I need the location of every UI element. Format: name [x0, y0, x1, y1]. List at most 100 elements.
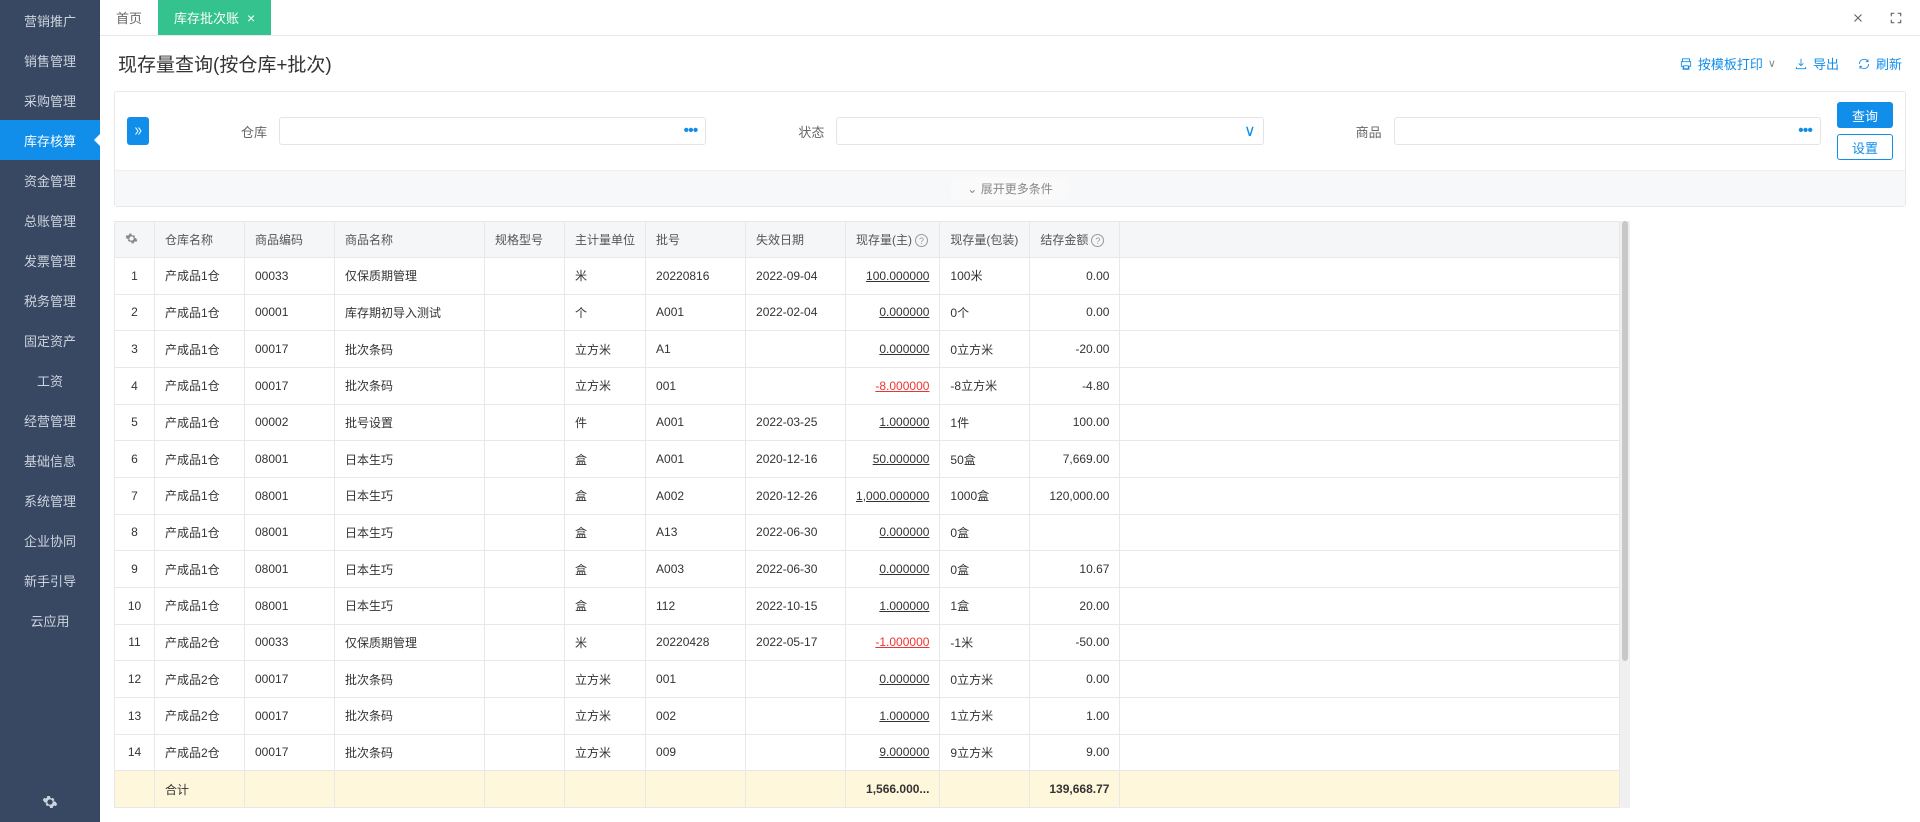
sidebar-item[interactable]: 工资 — [0, 360, 100, 400]
cell-amt: 0.00 — [1030, 258, 1120, 295]
print-button[interactable]: 按模板打印 ∨ — [1679, 54, 1776, 73]
table-row[interactable]: 2产成品1仓00001库存期初导入测试个A0012022-02-040.0000… — [115, 294, 1620, 331]
col-pkg[interactable]: 现存量(包装) — [940, 222, 1030, 258]
cell-spec — [485, 734, 565, 771]
cell-qty[interactable]: 0.000000 — [846, 514, 940, 551]
cell-qty[interactable]: 1.000000 — [846, 697, 940, 734]
cell-qty[interactable]: 1,000.000000 — [846, 477, 940, 514]
col-code[interactable]: 商品编码 — [245, 222, 335, 258]
cell-expire: 2020-12-26 — [746, 477, 846, 514]
collapse-toggle[interactable] — [127, 117, 149, 145]
cell-code: 00033 — [245, 258, 335, 295]
cell-name: 仅保质期管理 — [335, 258, 485, 295]
expand-more-button[interactable]: ⌄ 展开更多条件 — [115, 170, 1905, 206]
table-row[interactable]: 6产成品1仓08001日本生巧盒A0012020-12-1650.0000005… — [115, 441, 1620, 478]
warehouse-input[interactable]: ••• — [279, 117, 706, 145]
cell-pkg: 1盒 — [940, 587, 1030, 624]
table-row[interactable]: 8产成品1仓08001日本生巧盒A132022-06-300.0000000盒 — [115, 514, 1620, 551]
sidebar-item[interactable]: 新手引导 — [0, 560, 100, 600]
cell-qty[interactable]: 1.000000 — [846, 587, 940, 624]
product-input[interactable]: ••• — [1394, 117, 1821, 145]
cell-code: 00002 — [245, 404, 335, 441]
help-icon[interactable]: ? — [1091, 234, 1104, 247]
cell-code: 00017 — [245, 734, 335, 771]
table-row[interactable]: 1产成品1仓00033仅保质期管理米202208162022-09-04100.… — [115, 258, 1620, 295]
sidebar-item[interactable]: 采购管理 — [0, 80, 100, 120]
sidebar-item[interactable]: 固定资产 — [0, 320, 100, 360]
cell-unit: 立方米 — [565, 331, 646, 368]
cell-name: 日本生巧 — [335, 441, 485, 478]
cell-warehouse: 产成品1仓 — [155, 514, 245, 551]
vertical-scrollbar[interactable] — [1620, 221, 1630, 808]
cell-pkg: 50盒 — [940, 441, 1030, 478]
table-row[interactable]: 12产成品2仓00017批次条码立方米0010.0000000立方米0.00 — [115, 661, 1620, 698]
cell-batch: A002 — [646, 477, 746, 514]
ellipsis-icon: ••• — [684, 122, 698, 140]
cell-qty[interactable]: -8.000000 — [846, 367, 940, 404]
sidebar-item[interactable]: 总账管理 — [0, 200, 100, 240]
cell-warehouse: 产成品1仓 — [155, 551, 245, 588]
sidebar-item[interactable]: 发票管理 — [0, 240, 100, 280]
col-qty[interactable]: 现存量(主)? — [846, 222, 940, 258]
col-expire[interactable]: 失效日期 — [746, 222, 846, 258]
sidebar-item[interactable]: 企业协同 — [0, 520, 100, 560]
sidebar-item[interactable]: 库存核算 — [0, 120, 100, 160]
col-unit[interactable]: 主计量单位 — [565, 222, 646, 258]
cell-qty[interactable]: 0.000000 — [846, 294, 940, 331]
cell-spec — [485, 331, 565, 368]
cell-qty[interactable]: 0.000000 — [846, 331, 940, 368]
row-index: 13 — [115, 697, 155, 734]
tab-home[interactable]: 首页 — [100, 0, 158, 35]
table-row[interactable]: 5产成品1仓00002批号设置件A0012022-03-251.0000001件… — [115, 404, 1620, 441]
cell-warehouse: 产成品1仓 — [155, 258, 245, 295]
table-row[interactable]: 9产成品1仓08001日本生巧盒A0032022-06-300.0000000盒… — [115, 551, 1620, 588]
table-row[interactable]: 13产成品2仓00017批次条码立方米0021.0000001立方米1.00 — [115, 697, 1620, 734]
table-row[interactable]: 7产成品1仓08001日本生巧盒A0022020-12-261,000.0000… — [115, 477, 1620, 514]
cell-spec — [485, 514, 565, 551]
col-amt[interactable]: 结存金额? — [1030, 222, 1120, 258]
cell-qty[interactable]: 0.000000 — [846, 661, 940, 698]
table-row[interactable]: 4产成品1仓00017批次条码立方米001-8.000000-8立方米-4.80 — [115, 367, 1620, 404]
cell-qty[interactable]: 100.000000 — [846, 258, 940, 295]
sidebar-item[interactable]: 基础信息 — [0, 440, 100, 480]
table-row[interactable]: 3产成品1仓00017批次条码立方米A10.0000000立方米-20.00 — [115, 331, 1620, 368]
sidebar-item[interactable]: 云应用 — [0, 600, 100, 640]
fullscreen-button[interactable] — [1884, 6, 1908, 30]
tab-inventory-batch[interactable]: 库存批次账 × — [158, 0, 271, 35]
data-table: 仓库名称 商品编码 商品名称 规格型号 主计量单位 批号 失效日期 现存量(主)… — [114, 221, 1620, 808]
row-index: 4 — [115, 367, 155, 404]
cell-expire: 2022-05-17 — [746, 624, 846, 661]
col-batch[interactable]: 批号 — [646, 222, 746, 258]
table-row[interactable]: 14产成品2仓00017批次条码立方米0099.0000009立方米9.00 — [115, 734, 1620, 771]
cell-qty[interactable]: -1.000000 — [846, 624, 940, 661]
sidebar-item[interactable]: 系统管理 — [0, 480, 100, 520]
close-icon[interactable]: × — [247, 11, 255, 25]
col-name[interactable]: 商品名称 — [335, 222, 485, 258]
export-button[interactable]: 导出 — [1794, 54, 1839, 73]
table-row[interactable]: 11产成品2仓00033仅保质期管理米202204282022-05-17-1.… — [115, 624, 1620, 661]
status-input[interactable]: ∨ — [836, 117, 1263, 145]
sidebar-item[interactable]: 销售管理 — [0, 40, 100, 80]
sidebar-settings[interactable] — [0, 782, 100, 822]
col-warehouse[interactable]: 仓库名称 — [155, 222, 245, 258]
sidebar-item[interactable]: 营销推广 — [0, 0, 100, 40]
cell-code: 00017 — [245, 697, 335, 734]
cell-name: 批次条码 — [335, 367, 485, 404]
refresh-button[interactable]: 刷新 — [1857, 54, 1902, 73]
cell-qty[interactable]: 50.000000 — [846, 441, 940, 478]
table-row[interactable]: 10产成品1仓08001日本生巧盒1122022-10-151.0000001盒… — [115, 587, 1620, 624]
help-icon[interactable]: ? — [915, 234, 928, 247]
query-button[interactable]: 查询 — [1837, 102, 1893, 128]
settings-button[interactable]: 设置 — [1837, 134, 1893, 160]
sidebar-item[interactable]: 资金管理 — [0, 160, 100, 200]
cell-qty[interactable]: 1.000000 — [846, 404, 940, 441]
cell-qty[interactable]: 9.000000 — [846, 734, 940, 771]
sidebar-item[interactable]: 税务管理 — [0, 280, 100, 320]
chevron-down-icon: ∨ — [1244, 121, 1255, 141]
cell-qty[interactable]: 0.000000 — [846, 551, 940, 588]
col-spec[interactable]: 规格型号 — [485, 222, 565, 258]
close-page-button[interactable] — [1846, 6, 1870, 30]
column-settings-button[interactable] — [115, 222, 155, 258]
cell-expire — [746, 661, 846, 698]
sidebar-item[interactable]: 经营管理 — [0, 400, 100, 440]
